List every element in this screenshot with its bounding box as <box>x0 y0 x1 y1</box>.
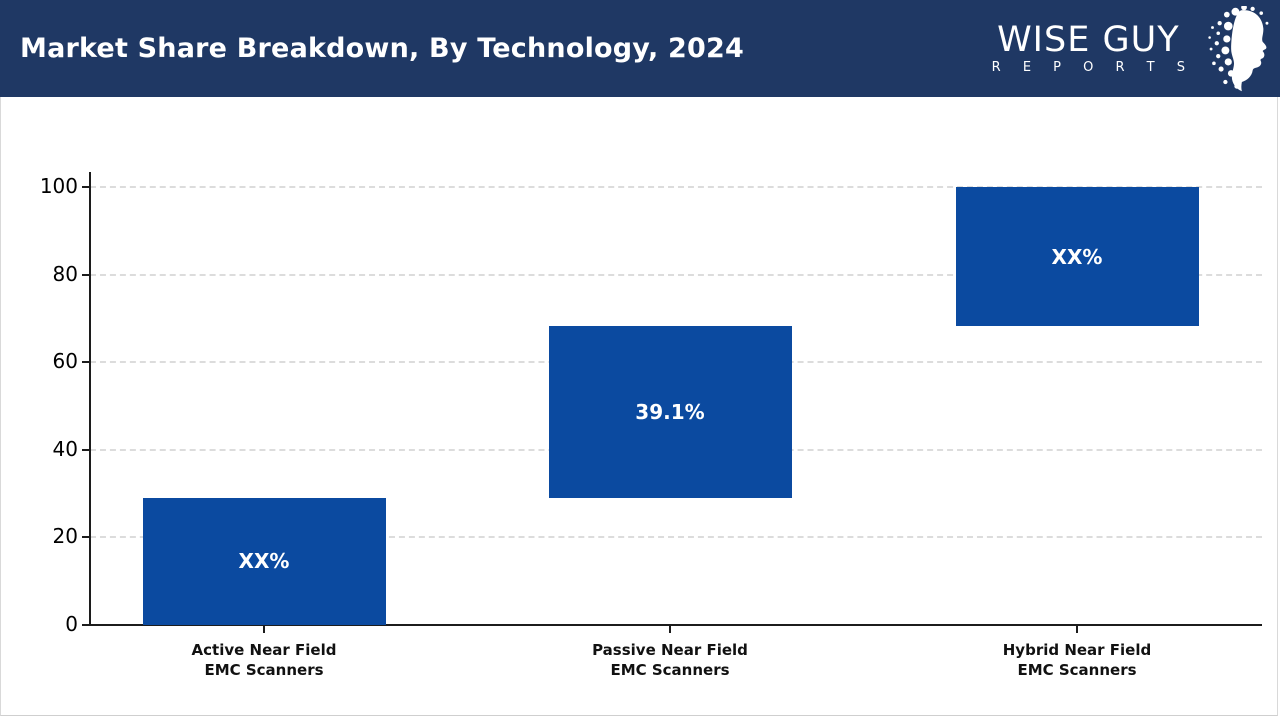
bar-value-label: XX% <box>1051 244 1103 269</box>
y-axis-tick-mark <box>82 186 89 188</box>
x-axis-tick-mark <box>263 625 265 633</box>
y-axis-tick-label: 20 <box>52 524 78 549</box>
page-title: Market Share Breakdown, By Technology, 2… <box>20 33 745 64</box>
wiseguy-logo-subtext: R E P O R T S <box>991 60 1194 75</box>
y-axis-tick-mark <box>82 448 89 451</box>
y-axis-tick-label: 80 <box>52 261 78 286</box>
wiseguy-logo-face-icon <box>1208 5 1269 91</box>
bar-value-label: 39.1% <box>635 399 705 424</box>
y-axis-tick-label: 0 <box>65 612 78 636</box>
bar-segment: XX% <box>142 497 386 625</box>
wiseguy-logo-wordmark: WISE GUY <box>997 20 1180 60</box>
y-axis-tick-mark <box>82 361 89 364</box>
y-axis-line <box>89 172 91 626</box>
x-axis-category-label: Active Near Field EMC Scanners <box>191 641 337 679</box>
y-axis-tick-label: 100 <box>39 174 78 198</box>
y-axis-tick-mark <box>82 536 89 539</box>
y-axis-tick-label: 40 <box>52 436 78 461</box>
bar-value-label: XX% <box>238 549 290 574</box>
gridline-100 <box>90 186 1262 188</box>
x-axis-tick-mark <box>669 625 671 633</box>
header-bar: Market Share Breakdown, By Technology, 2… <box>0 0 1280 97</box>
y-axis-tick-mark <box>82 624 89 626</box>
bar-segment: XX% <box>955 187 1199 327</box>
y-axis-tick-label: 60 <box>52 349 78 374</box>
gridline-20 <box>90 536 1262 539</box>
x-axis-category-label: Passive Near Field EMC Scanners <box>592 641 748 679</box>
x-axis-category-label: Hybrid Near Field EMC Scanners <box>1002 641 1152 679</box>
x-axis-tick-mark <box>1076 625 1078 633</box>
wiseguy-logo: WISE GUY R E P O R T S <box>983 5 1280 92</box>
y-axis-tick-mark <box>82 273 89 276</box>
wiseguy-logo-text: WISE GUY R E P O R T S <box>983 22 1194 75</box>
gridline-80 <box>90 273 1262 276</box>
bar-segment: 39.1% <box>548 326 792 498</box>
x-axis-line <box>89 624 1262 626</box>
